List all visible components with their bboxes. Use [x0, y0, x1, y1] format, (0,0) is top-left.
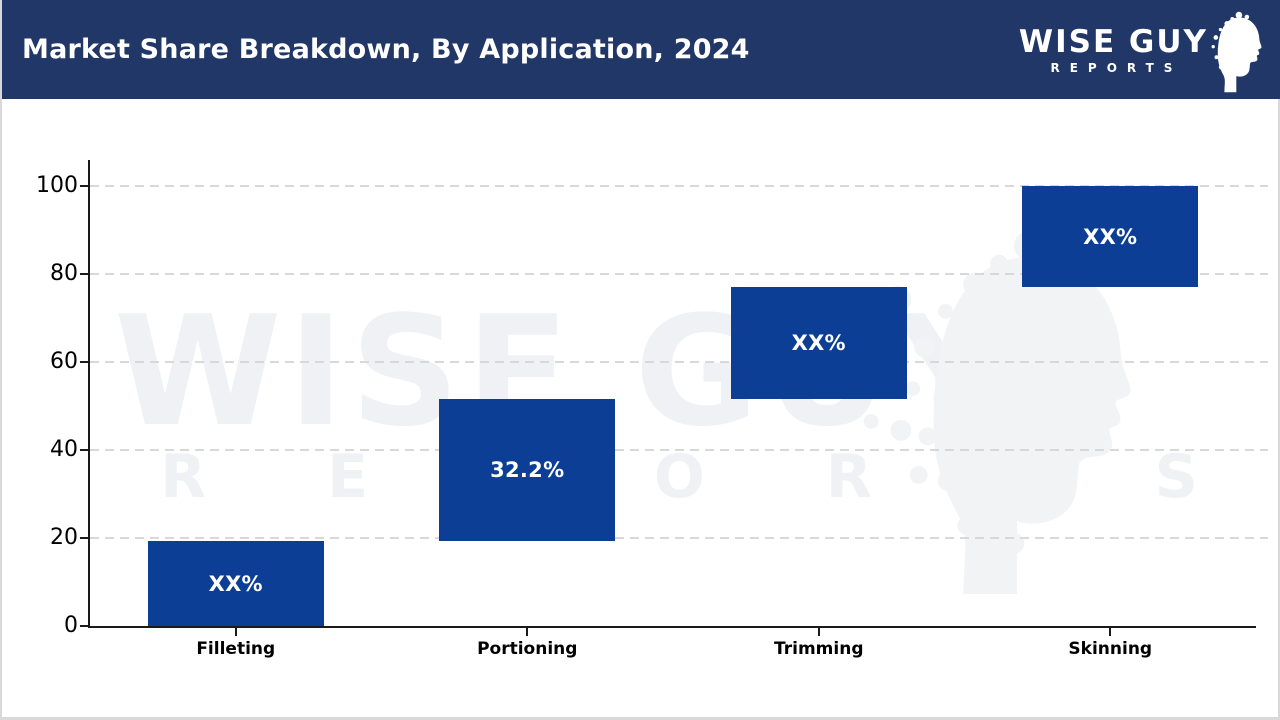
gridline-60 [90, 361, 1268, 363]
watermark-head-icon [863, 230, 1131, 594]
x-tick-0 [234, 628, 237, 636]
bar-skinning: XX% [1022, 186, 1199, 288]
x-category-label: Filleting [196, 639, 276, 659]
y-tick-20 [80, 537, 88, 539]
y-tick-label-100: 100 [36, 173, 78, 198]
y-tick-100 [80, 185, 88, 187]
y-tick-60 [80, 361, 88, 363]
gridline-80 [90, 273, 1268, 275]
y-tick-80 [80, 273, 88, 275]
header-band: Market Share Breakdown, By Application, … [2, 0, 1280, 99]
x-axis-spine [88, 626, 1256, 628]
y-tick-label-0: 0 [64, 613, 78, 638]
page-title: Market Share Breakdown, By Application, … [22, 34, 750, 65]
gridline-40 [90, 449, 1268, 451]
wise-guy-reports-logo: WISE GUY REPORTS [1019, 9, 1266, 93]
x-tick-2 [817, 628, 820, 636]
y-tick-label-20: 20 [50, 525, 78, 550]
bar-value-label: XX% [208, 571, 263, 596]
logo-text: WISE GUY REPORTS [1018, 23, 1208, 75]
y-tick-label-40: 40 [50, 437, 78, 462]
gridline-20 [90, 537, 1268, 539]
logo-subtitle: REPORTS [1050, 60, 1183, 75]
y-tick-label-80: 80 [50, 261, 78, 286]
x-category-label: Trimming [774, 639, 864, 659]
bar-value-label: XX% [1083, 224, 1138, 249]
logo-name: WISE GUY [1018, 23, 1208, 60]
y-tick-0 [80, 625, 88, 627]
x-category-label: Portioning [477, 639, 578, 659]
gridline-100 [90, 185, 1268, 187]
x-tick-3 [1109, 628, 1112, 636]
bar-value-label: 32.2% [490, 458, 565, 483]
dotted-head-icon [1211, 11, 1262, 92]
x-tick-1 [526, 628, 529, 636]
y-axis-spine [88, 160, 90, 628]
bar-filleting: XX% [147, 541, 324, 626]
x-category-label: Skinning [1068, 639, 1153, 659]
bar-value-label: XX% [791, 331, 846, 356]
bar-trimming: XX% [730, 287, 907, 400]
y-tick-40 [80, 449, 88, 451]
bar-portioning: 32.2% [439, 399, 616, 542]
y-tick-label-60: 60 [50, 349, 78, 374]
